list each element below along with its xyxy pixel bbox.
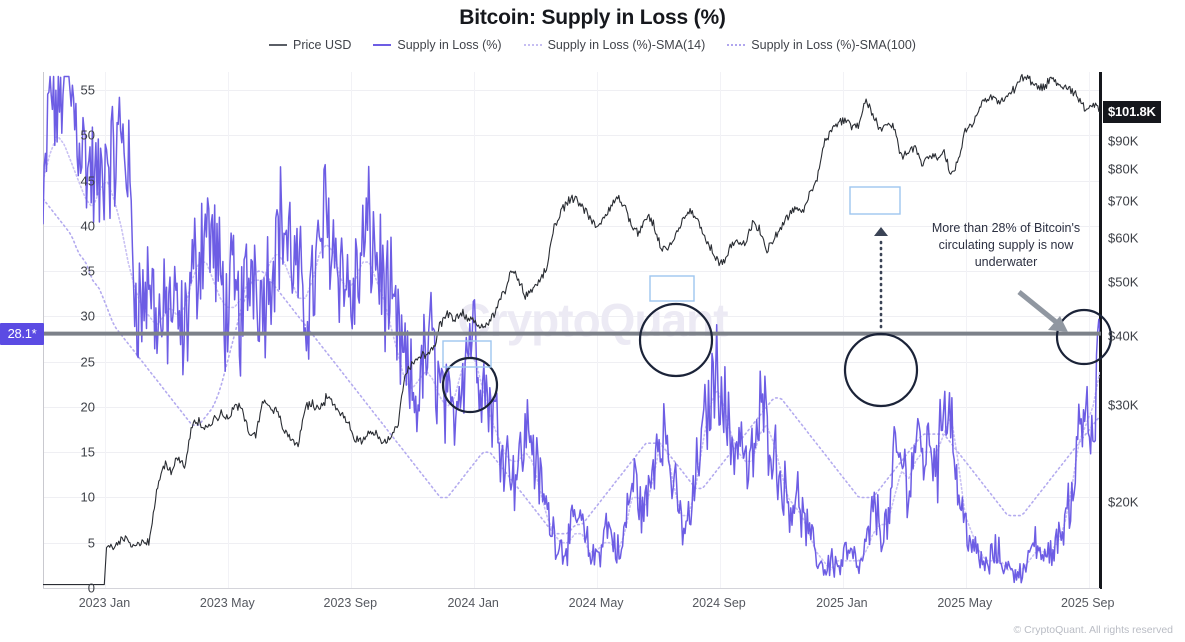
current-price-badge: $101.8K	[1103, 100, 1161, 123]
x-tick-label: 2025 Sep	[1060, 596, 1115, 610]
legend-label-sma100: Supply in Loss (%)-SMA(100)	[751, 38, 916, 52]
legend-item-sma100[interactable]: Supply in Loss (%)-SMA(100)	[727, 38, 916, 52]
gridline-horizontal	[44, 452, 1100, 454]
legend-swatch-supply-in-loss	[373, 44, 392, 46]
x-tick-label: 2023 Jan	[78, 596, 131, 610]
right-axis-rule	[1099, 72, 1102, 589]
gridline-horizontal	[44, 361, 1100, 363]
chart-legend: Price USD Supply in Loss (%) Supply in L…	[0, 38, 1185, 52]
chart-title: Bitcoin: Supply in Loss (%)	[459, 6, 726, 29]
x-tick-label: 2024 Jan	[447, 596, 499, 610]
legend-swatch-sma100	[727, 44, 746, 46]
legend-label-supply-in-loss: Supply in Loss (%)	[397, 38, 502, 52]
y-right-tick-label: $60K	[1108, 230, 1139, 246]
legend-item-sma14[interactable]: Supply in Loss (%)-SMA(14)	[523, 38, 706, 52]
gridline-horizontal	[44, 542, 1100, 544]
legend-label-sma14: Supply in Loss (%)-SMA(14)	[547, 38, 706, 52]
y-right-tick-label: $50K	[1108, 274, 1139, 290]
gridline-vertical	[965, 72, 967, 588]
gridline-vertical	[228, 72, 230, 588]
y-right-tick-label: $80K	[1108, 161, 1139, 177]
y-right-tick-label: $40K	[1108, 328, 1139, 344]
x-tick-label: 2024 Sep	[692, 596, 746, 610]
gridline-horizontal	[44, 90, 1100, 92]
gridline-vertical	[842, 72, 844, 588]
legend-item-supply-in-loss[interactable]: Supply in Loss (%)	[373, 38, 502, 52]
gridline-horizontal	[44, 271, 1100, 273]
chart-annotation: More than 28% of Bitcoin's circulating s…	[931, 221, 1081, 269]
x-tick-label: 2024 May	[568, 596, 624, 610]
gridline-vertical	[105, 72, 107, 588]
gridline-vertical	[1088, 72, 1090, 588]
legend-label-price-usd: Price USD	[293, 38, 352, 52]
gridline-horizontal	[44, 135, 1100, 137]
x-tick-label: 2023 Sep	[323, 596, 378, 610]
gridline-horizontal	[44, 497, 1100, 499]
y-right-tick-label: $70K	[1108, 193, 1139, 209]
y-right-tick-label: $30K	[1108, 397, 1139, 413]
gridline-horizontal	[44, 180, 1100, 182]
x-tick-label: 2025 Jan	[816, 596, 868, 610]
x-tick-label: 2023 May	[199, 596, 255, 610]
x-tick-label: 2025 May	[937, 596, 993, 610]
legend-swatch-price-usd	[269, 44, 288, 46]
y-right-tick-label: $20K	[1108, 494, 1139, 510]
current-supply-badge: 28.1*	[0, 322, 44, 345]
copyright-footer: © CryptoQuant. All rights reserved	[1013, 624, 1173, 636]
bottom-axis-rule	[43, 588, 1100, 589]
gridline-horizontal	[44, 406, 1100, 408]
legend-swatch-sma14	[523, 44, 542, 46]
legend-item-price-usd[interactable]: Price USD	[269, 38, 351, 52]
watermark: CryptoQuant	[457, 294, 728, 346]
gridline-vertical	[351, 72, 353, 588]
y-right-tick-label: $90K	[1108, 133, 1139, 149]
